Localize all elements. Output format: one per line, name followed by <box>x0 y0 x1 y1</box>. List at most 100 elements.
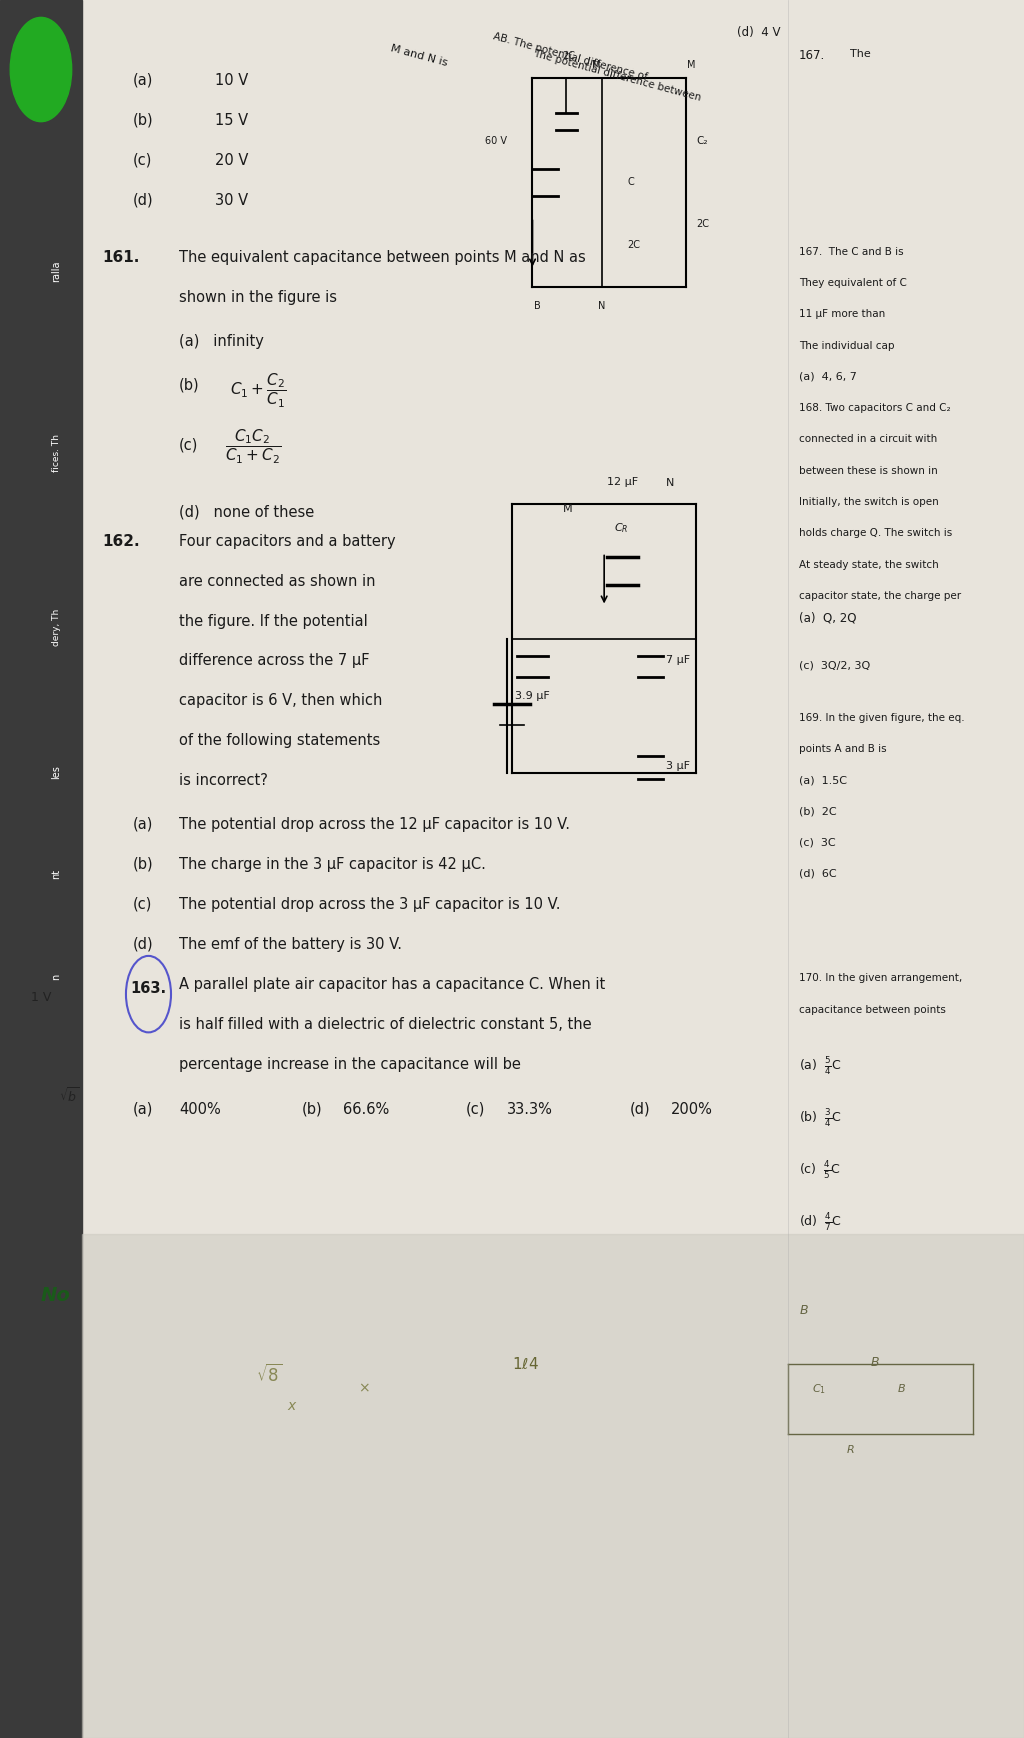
Text: 7 µF: 7 µF <box>666 655 690 664</box>
Text: Four capacitors and a battery: Four capacitors and a battery <box>179 534 396 549</box>
Text: (c): (c) <box>133 897 153 912</box>
Text: At steady state, the switch: At steady state, the switch <box>799 560 938 570</box>
Text: $C_R$: $C_R$ <box>614 521 629 535</box>
Text: The: The <box>850 49 870 59</box>
Text: $1 \ell 4$: $1 \ell 4$ <box>512 1356 539 1371</box>
Text: (a): (a) <box>133 1102 154 1118</box>
Text: B: B <box>534 301 541 311</box>
Text: 10 V: 10 V <box>215 73 248 89</box>
Text: 11 µF more than: 11 µF more than <box>799 309 885 320</box>
Text: 3 µF: 3 µF <box>666 761 689 772</box>
Text: les: les <box>51 765 61 779</box>
Text: The potential difference between: The potential difference between <box>532 49 702 103</box>
Text: The potential drop across the 12 µF capacitor is 10 V.: The potential drop across the 12 µF capa… <box>179 817 570 833</box>
Text: C: C <box>627 177 634 188</box>
Text: (d): (d) <box>133 193 154 209</box>
Text: 20 V: 20 V <box>215 153 249 169</box>
Text: The individual cap: The individual cap <box>799 341 894 351</box>
Text: shown in the figure is: shown in the figure is <box>179 290 337 306</box>
Text: 163.: 163. <box>130 982 167 996</box>
Text: $\sqrt{8}$: $\sqrt{8}$ <box>256 1364 283 1387</box>
Text: The charge in the 3 µF capacitor is 42 µC.: The charge in the 3 µF capacitor is 42 µ… <box>179 857 486 872</box>
Text: M: M <box>592 59 601 70</box>
Text: $\times$: $\times$ <box>358 1382 370 1396</box>
Text: the figure. If the potential: the figure. If the potential <box>179 614 368 629</box>
Text: $C_1 + \dfrac{C_2}{C_1}$: $C_1 + \dfrac{C_2}{C_1}$ <box>230 372 287 410</box>
Text: is incorrect?: is incorrect? <box>179 773 268 789</box>
Text: (a)   infinity: (a) infinity <box>179 334 264 349</box>
Text: (a)  $\frac{5}{4}$C: (a) $\frac{5}{4}$C <box>799 1055 842 1078</box>
Text: The emf of the battery is 30 V.: The emf of the battery is 30 V. <box>179 937 402 952</box>
Text: N: N <box>598 301 605 311</box>
Text: 15 V: 15 V <box>215 113 248 129</box>
Text: difference across the 7 µF: difference across the 7 µF <box>179 653 370 669</box>
Text: n: n <box>51 973 61 980</box>
Text: 3.9 µF: 3.9 µF <box>515 690 550 700</box>
Text: N: N <box>666 478 674 488</box>
Text: 2C: 2C <box>696 219 710 229</box>
Text: 12 µF: 12 µF <box>607 476 638 487</box>
Text: 2C: 2C <box>562 50 574 61</box>
Text: 170. In the given arrangement,: 170. In the given arrangement, <box>799 973 962 984</box>
Bar <box>82 1234 1024 1738</box>
Text: (c)  3Q/2, 3Q: (c) 3Q/2, 3Q <box>799 660 870 671</box>
Text: percentage increase in the capacitance will be: percentage increase in the capacitance w… <box>179 1057 521 1072</box>
Text: 200%: 200% <box>671 1102 713 1118</box>
Text: $\dfrac{C_1 C_2}{C_1 + C_2}$: $\dfrac{C_1 C_2}{C_1 + C_2}$ <box>225 428 282 466</box>
Text: 400%: 400% <box>179 1102 221 1118</box>
Text: (c)  $\frac{4}{5}$C: (c) $\frac{4}{5}$C <box>799 1159 841 1182</box>
Text: (a)  Q, 2Q: (a) Q, 2Q <box>799 612 856 624</box>
Text: (b): (b) <box>179 377 200 393</box>
Text: Initially, the switch is open: Initially, the switch is open <box>799 497 938 507</box>
Text: (d)  6C: (d) 6C <box>799 869 837 879</box>
Text: The potential drop across the 3 µF capacitor is 10 V.: The potential drop across the 3 µF capac… <box>179 897 561 912</box>
Text: points A and B is: points A and B is <box>799 744 887 754</box>
Text: 161.: 161. <box>102 250 139 266</box>
Text: (b): (b) <box>302 1102 323 1118</box>
Text: fices. Th: fices. Th <box>52 434 60 473</box>
Text: They equivalent of C: They equivalent of C <box>799 278 906 289</box>
Text: 167.  The C and B is: 167. The C and B is <box>799 247 903 257</box>
Text: nt: nt <box>51 869 61 879</box>
Text: 66.6%: 66.6% <box>343 1102 389 1118</box>
Text: (d)   none of these: (d) none of these <box>179 504 314 520</box>
Text: 169. In the given figure, the eq.: 169. In the given figure, the eq. <box>799 713 965 723</box>
Text: (d)  4 V: (d) 4 V <box>737 26 780 38</box>
Text: 167.: 167. <box>799 49 825 61</box>
Text: capacitance between points: capacitance between points <box>799 1005 945 1015</box>
Text: M and N is: M and N is <box>389 43 449 68</box>
Text: 1 V: 1 V <box>31 991 51 1003</box>
Circle shape <box>10 17 72 122</box>
Text: AB. The potential difference of: AB. The potential difference of <box>492 31 648 82</box>
Text: No: No <box>41 1286 71 1305</box>
Text: between these is shown in: between these is shown in <box>799 466 937 476</box>
Text: (b)  2C: (b) 2C <box>799 806 837 817</box>
Text: are connected as shown in: are connected as shown in <box>179 574 376 589</box>
Text: ralla: ralla <box>51 261 61 282</box>
Text: $x$: $x$ <box>287 1399 297 1413</box>
Text: $B$: $B$ <box>799 1304 809 1316</box>
Text: 168. Two capacitors C and C₂: 168. Two capacitors C and C₂ <box>799 403 950 414</box>
Text: The equivalent capacitance between points M and N as: The equivalent capacitance between point… <box>179 250 586 266</box>
Text: connected in a circuit with: connected in a circuit with <box>799 434 937 445</box>
Text: (a)  1.5C: (a) 1.5C <box>799 775 847 786</box>
Text: dery, Th: dery, Th <box>52 608 60 645</box>
Text: $\sqrt{b}$: $\sqrt{b}$ <box>59 1086 80 1105</box>
Text: A parallel plate air capacitor has a capacitance C. When it: A parallel plate air capacitor has a cap… <box>179 977 605 992</box>
Text: C₂: C₂ <box>696 136 708 146</box>
Text: of the following statements: of the following statements <box>179 733 381 749</box>
Text: (d): (d) <box>630 1102 650 1118</box>
Text: (d)  $\frac{4}{7}$C: (d) $\frac{4}{7}$C <box>799 1211 842 1234</box>
Text: holds charge Q. The switch is: holds charge Q. The switch is <box>799 528 952 539</box>
Text: 162.: 162. <box>102 534 140 549</box>
Text: 60 V: 60 V <box>485 136 507 146</box>
Text: (d): (d) <box>133 937 154 952</box>
Text: $R$: $R$ <box>846 1443 854 1455</box>
Text: (a): (a) <box>133 73 154 89</box>
Text: (c)  3C: (c) 3C <box>799 838 836 848</box>
Bar <box>0 0 82 1738</box>
Text: M: M <box>687 59 695 70</box>
Text: $B$: $B$ <box>870 1356 881 1368</box>
Text: (c): (c) <box>133 153 153 169</box>
Text: $B$: $B$ <box>897 1382 905 1394</box>
